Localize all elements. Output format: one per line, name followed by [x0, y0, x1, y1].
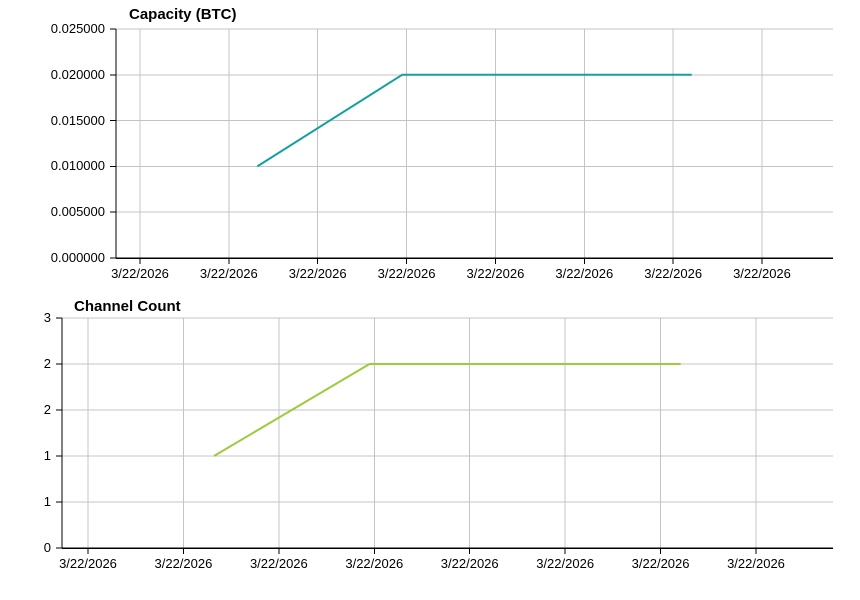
- channel-count-x-tick-label: 3/22/2026: [249, 556, 308, 571]
- capacity-x-tick-label: 3/22/2026: [199, 266, 258, 281]
- capacity-y-tick-label: 0.000000: [50, 250, 105, 265]
- capacity-x-tick-label: 3/22/2026: [555, 266, 614, 281]
- capacity-x-tick-label: 3/22/2026: [466, 266, 525, 281]
- capacity-y-tick-label: 0.025000: [50, 21, 105, 36]
- capacity-chart-title: Capacity (BTC): [129, 6, 237, 23]
- capacity-x-tick-label: 3/22/2026: [644, 266, 703, 281]
- channel-count-x-tick-label: 3/22/2026: [59, 556, 117, 571]
- channel-count-y-tick-label: 2: [43, 356, 51, 371]
- channel-count-x-tick-label: 3/22/2026: [440, 556, 499, 571]
- capacity-y-tick-label: 0.015000: [50, 112, 105, 128]
- channel-count-y-tick-label: 0: [43, 540, 51, 555]
- capacity-series-line: [256, 73, 692, 168]
- channel-count-series-line: [213, 363, 681, 457]
- capacity-x-tick-label: 3/22/2026: [111, 266, 169, 281]
- channel-count-x-tick-label: 3/22/2026: [345, 556, 404, 571]
- capacity-y-tick-label: 0.005000: [50, 204, 105, 220]
- channel-count-y-tick-label: 1: [43, 494, 51, 509]
- channel-count-x-tick-label: 3/22/2026: [154, 556, 213, 571]
- channel-count-chart-title: Channel Count: [74, 298, 181, 315]
- channel-count-y-tick-label: 2: [43, 402, 51, 417]
- capacity-x-tick-label: 3/22/2026: [288, 266, 347, 281]
- channel-count-x-tick-label: 3/22/2026: [727, 556, 785, 571]
- capacity-x-tick-label: 3/22/2026: [377, 266, 436, 281]
- capacity-y-tick-label: 0.010000: [50, 158, 105, 174]
- channel-count-x-tick-label: 3/22/2026: [536, 556, 595, 571]
- channel-count-y-tick-label: 3: [43, 310, 51, 325]
- channel-count-y-tick-label: 1: [43, 448, 51, 463]
- capacity-y-tick-label: 0.020000: [50, 66, 105, 82]
- channel-count-x-tick-label: 3/22/2026: [631, 556, 690, 571]
- capacity-x-tick-label: 3/22/2026: [733, 266, 791, 281]
